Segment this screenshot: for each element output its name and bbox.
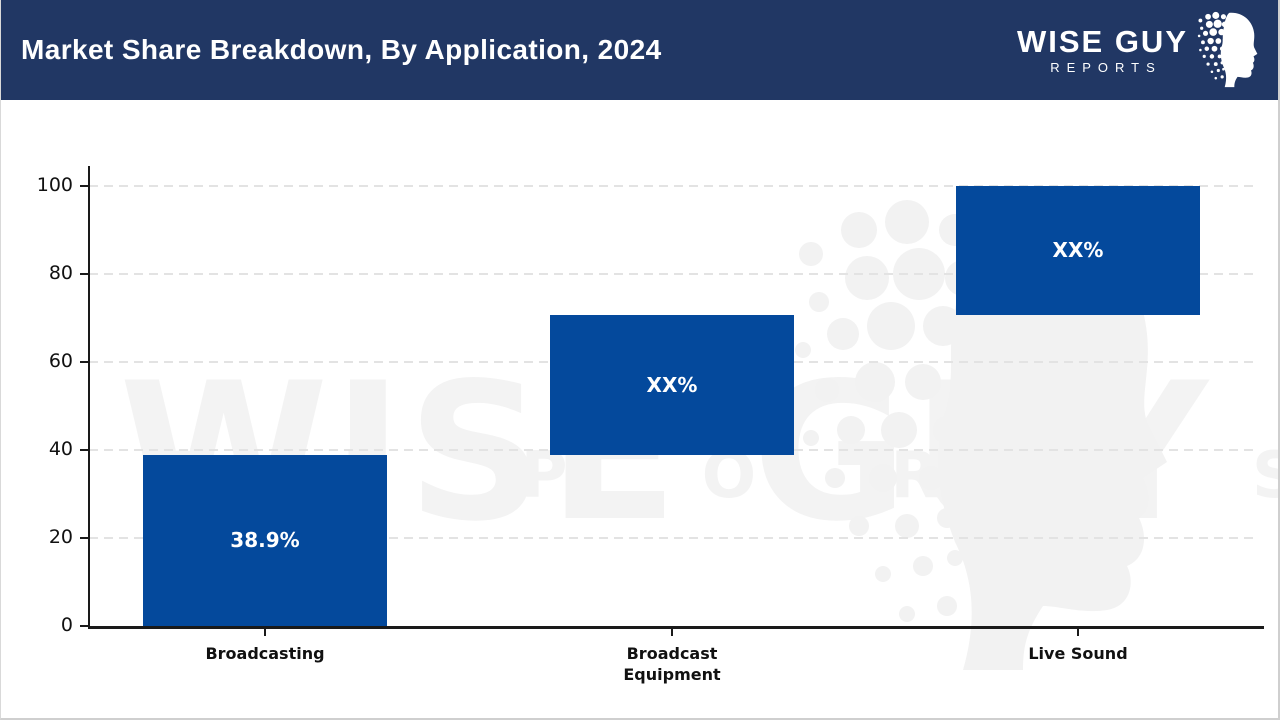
y-tick-20 (80, 537, 89, 539)
y-axis-line (88, 166, 90, 629)
y-tick-label-40: 40 (48, 438, 73, 460)
x-tick-2 (1077, 627, 1079, 636)
gridline-20 (89, 537, 1254, 539)
x-axis-line (88, 626, 1264, 629)
bar-value-label: 38.9% (230, 528, 300, 553)
y-tick-0 (80, 625, 89, 627)
y-tick-label-80: 80 (48, 262, 73, 284)
logo-wordmark: WISE GUY (1016, 24, 1188, 59)
y-tick-60 (80, 361, 89, 363)
x-category-label: Broadcasting (205, 644, 325, 663)
y-tick-80 (80, 273, 89, 275)
header-banner: Market Share Breakdown, By Application, … (1, 0, 1278, 100)
bar-segment: XX% (956, 186, 1200, 315)
gridline-100 (89, 185, 1254, 187)
logo-face-icon (1197, 11, 1258, 88)
chart-title: Market Share Breakdown, By Application, … (21, 34, 662, 65)
y-tick-100 (80, 185, 89, 187)
x-category-label: Live Sound (1028, 644, 1128, 663)
bar-value-label: XX% (1052, 238, 1104, 263)
y-tick-40 (80, 449, 89, 451)
x-tick-0 (264, 627, 266, 636)
y-tick-label-100: 100 (36, 174, 73, 196)
bar-segment: 38.9% (143, 454, 387, 626)
y-tick-label-20: 20 (48, 526, 73, 548)
logo-subtitle: REPORTS (1050, 60, 1162, 75)
x-category-label: Broadcast Equipment (623, 644, 721, 684)
wise-guy-reports-logo: WISE GUY REPORTS (1017, 8, 1258, 92)
bar-segment: XX% (550, 314, 794, 455)
y-tick-label-0: 0 (60, 614, 73, 636)
x-tick-1 (671, 627, 673, 636)
y-tick-label-60: 60 (48, 350, 73, 372)
bar-value-label: XX% (646, 372, 698, 397)
logo-text: WISE GUY REPORTS (1017, 26, 1188, 74)
waterfall-chart: WISE GUY R E P O R T S 020406080100Broad… (1, 100, 1278, 718)
gridline-80 (89, 273, 1254, 275)
